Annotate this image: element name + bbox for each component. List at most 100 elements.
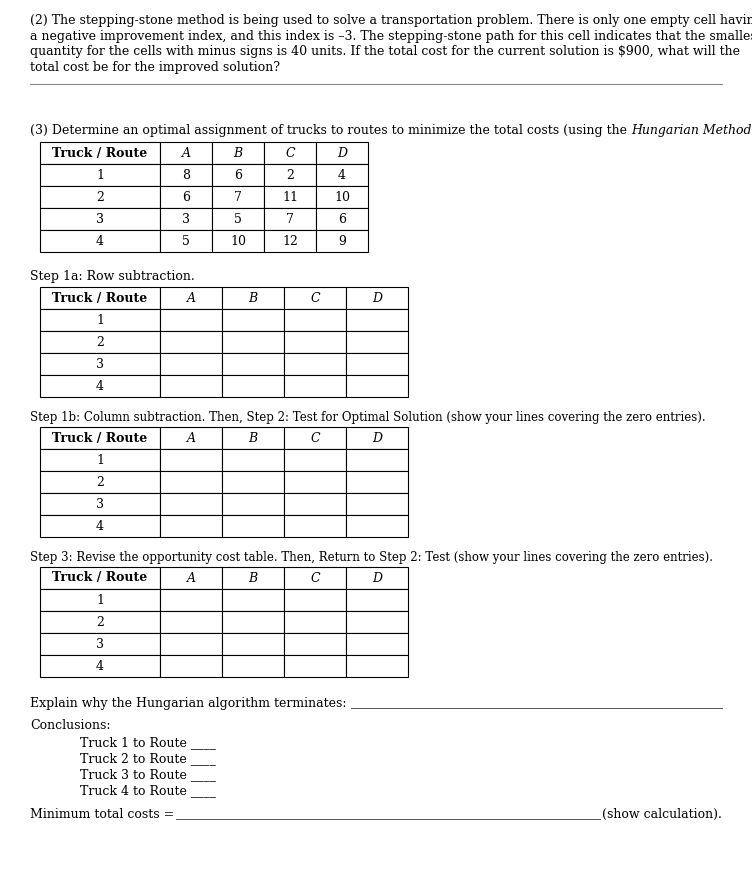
Text: C: C — [310, 431, 320, 445]
Bar — [160, 230, 212, 252]
Bar — [346, 309, 408, 331]
Text: 6: 6 — [338, 213, 346, 226]
Bar — [160, 471, 222, 493]
Bar — [264, 164, 316, 186]
Bar — [40, 208, 160, 230]
Text: 1: 1 — [96, 594, 104, 607]
Bar — [222, 309, 284, 331]
Bar — [284, 375, 346, 397]
Text: A: A — [181, 146, 190, 159]
Bar — [160, 287, 222, 309]
Bar — [160, 331, 222, 353]
Bar — [316, 208, 368, 230]
Bar — [40, 353, 160, 375]
Bar — [346, 375, 408, 397]
Bar — [316, 164, 368, 186]
Text: B: B — [248, 431, 258, 445]
Bar — [222, 515, 284, 537]
Bar — [284, 331, 346, 353]
Text: 1: 1 — [96, 314, 104, 327]
Text: (show calculation).: (show calculation). — [602, 808, 722, 821]
Bar — [212, 186, 264, 208]
Bar — [222, 633, 284, 655]
Text: Truck / Route: Truck / Route — [53, 571, 147, 585]
Text: 2: 2 — [96, 476, 104, 488]
Text: 3: 3 — [96, 213, 104, 226]
Bar — [284, 353, 346, 375]
Bar — [40, 515, 160, 537]
Text: 3: 3 — [96, 357, 104, 370]
Bar — [160, 655, 222, 677]
Bar — [346, 449, 408, 471]
Bar — [284, 633, 346, 655]
Text: (3) Determine an optimal assignment of trucks to routes to minimize the total co: (3) Determine an optimal assignment of t… — [30, 124, 631, 137]
Bar — [212, 142, 264, 164]
Bar — [160, 427, 222, 449]
Bar — [346, 655, 408, 677]
Text: B: B — [233, 146, 243, 159]
Bar — [346, 353, 408, 375]
Text: 2: 2 — [96, 190, 104, 204]
Bar — [346, 331, 408, 353]
Bar — [40, 589, 160, 611]
Text: C: C — [310, 571, 320, 585]
Bar — [346, 427, 408, 449]
Text: A: A — [186, 291, 196, 305]
Text: 7: 7 — [234, 190, 242, 204]
Bar — [160, 449, 222, 471]
Bar — [160, 589, 222, 611]
Bar — [40, 567, 160, 589]
Bar — [40, 331, 160, 353]
Text: Truck 3 to Route ____: Truck 3 to Route ____ — [80, 768, 216, 781]
Bar — [40, 142, 160, 164]
Text: D: D — [372, 291, 382, 305]
Bar — [284, 449, 346, 471]
Bar — [40, 309, 160, 331]
Bar — [160, 142, 212, 164]
Bar — [160, 375, 222, 397]
Text: Truck / Route: Truck / Route — [53, 291, 147, 305]
Text: quantity for the cells with minus signs is 40 units. If the total cost for the c: quantity for the cells with minus signs … — [30, 45, 740, 58]
Bar — [222, 287, 284, 309]
Text: 10: 10 — [230, 235, 246, 247]
Bar — [40, 164, 160, 186]
Text: Truck 1 to Route ____: Truck 1 to Route ____ — [80, 736, 216, 749]
Bar — [284, 567, 346, 589]
Bar — [40, 493, 160, 515]
Bar — [160, 309, 222, 331]
Text: D: D — [337, 146, 347, 159]
Text: Hungarian Method: Hungarian Method — [631, 124, 751, 137]
Text: A: A — [186, 571, 196, 585]
Bar — [40, 633, 160, 655]
Bar — [346, 567, 408, 589]
Bar — [316, 230, 368, 252]
Bar — [284, 589, 346, 611]
Text: 2: 2 — [286, 168, 294, 182]
Text: (2) The stepping-stone method is being used to solve a transportation problem. T: (2) The stepping-stone method is being u… — [30, 14, 752, 27]
Text: 1: 1 — [96, 168, 104, 182]
Bar — [160, 493, 222, 515]
Bar — [346, 611, 408, 633]
Text: 3: 3 — [182, 213, 190, 226]
Bar — [212, 164, 264, 186]
Bar — [284, 471, 346, 493]
Text: Truck 4 to Route ____: Truck 4 to Route ____ — [80, 784, 216, 797]
Text: 9: 9 — [338, 235, 346, 247]
Bar — [264, 142, 316, 164]
Text: 5: 5 — [234, 213, 242, 226]
Bar — [212, 208, 264, 230]
Text: 6: 6 — [234, 168, 242, 182]
Text: C: C — [310, 291, 320, 305]
Bar — [222, 471, 284, 493]
Bar — [316, 186, 368, 208]
Bar — [40, 287, 160, 309]
Bar — [346, 589, 408, 611]
Text: Truck 2 to Route ____: Truck 2 to Route ____ — [80, 752, 216, 765]
Bar — [284, 611, 346, 633]
Bar — [160, 567, 222, 589]
Bar — [284, 655, 346, 677]
Text: 3: 3 — [96, 638, 104, 650]
Text: Truck / Route: Truck / Route — [53, 146, 147, 159]
Bar — [284, 493, 346, 515]
Text: Step 1a: Row subtraction.: Step 1a: Row subtraction. — [30, 270, 195, 283]
